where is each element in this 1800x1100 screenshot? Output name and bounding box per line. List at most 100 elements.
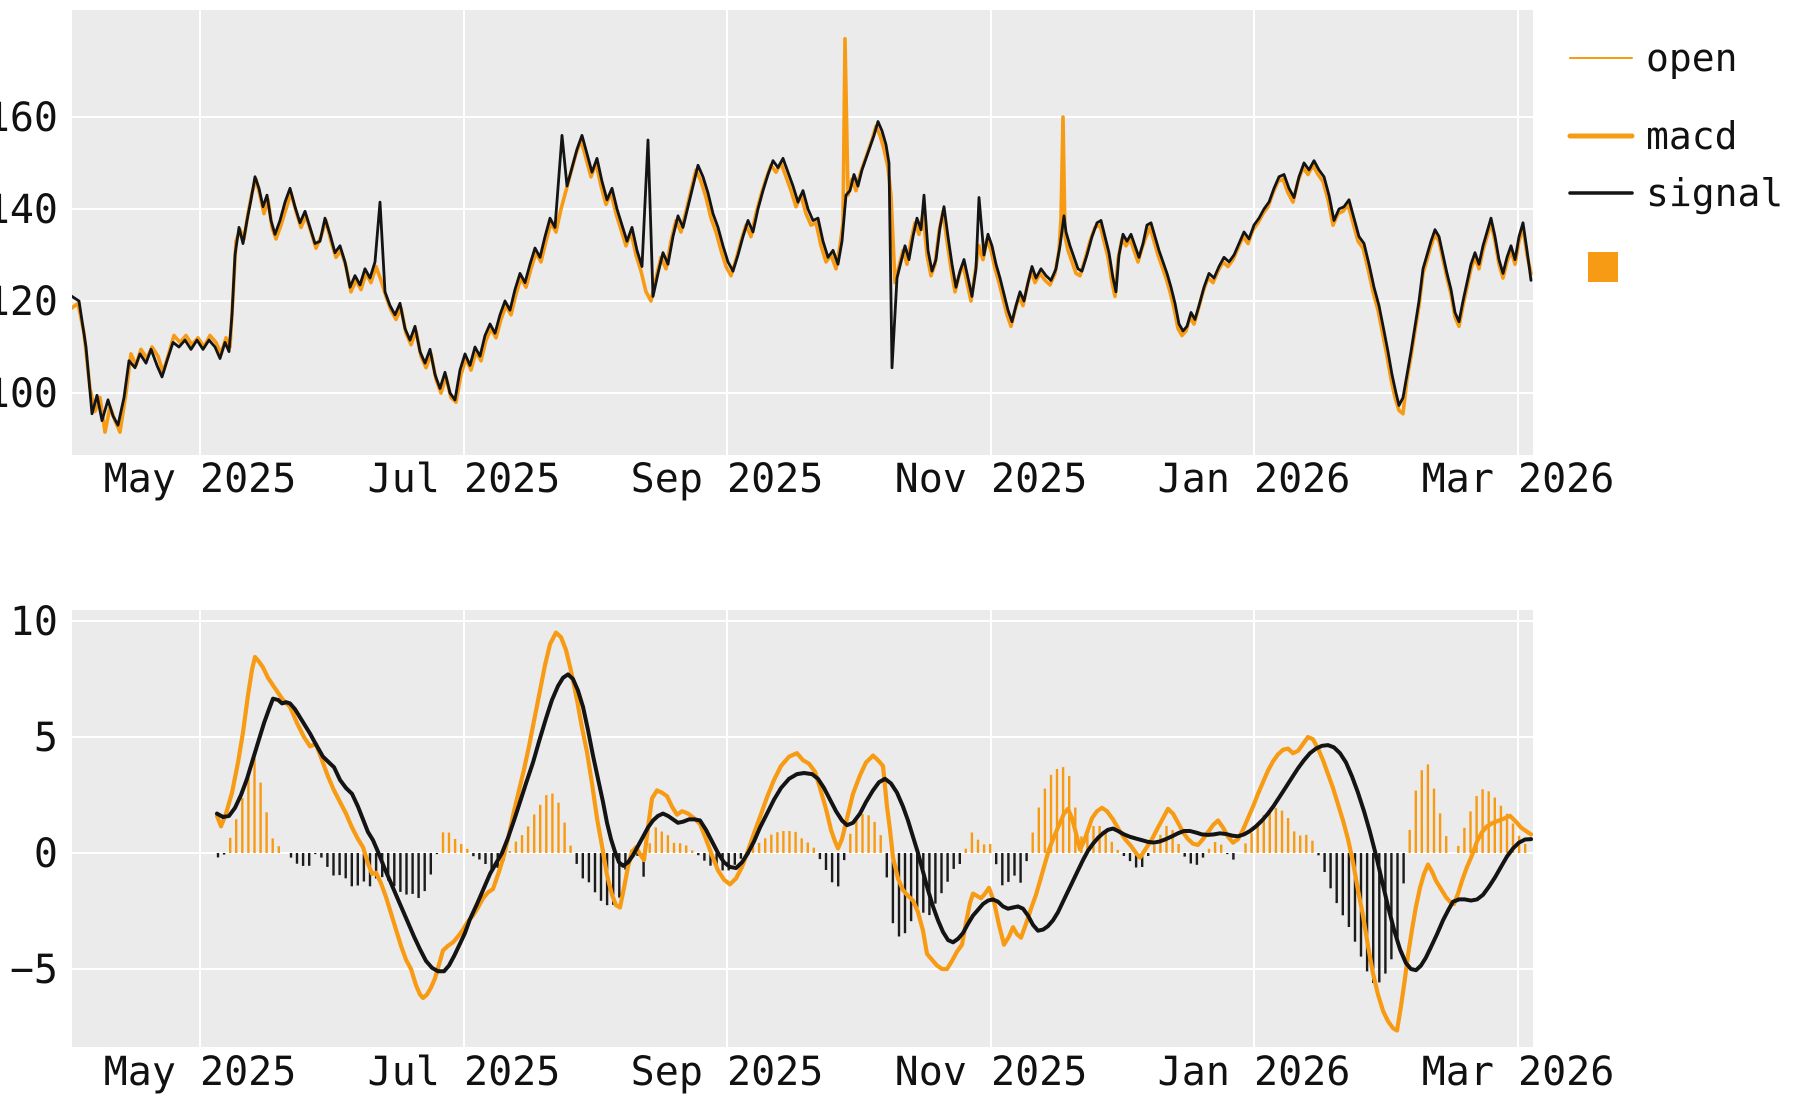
histogram-bar — [1323, 853, 1326, 872]
histogram-bar — [940, 853, 943, 894]
histogram-bar — [1378, 853, 1381, 983]
histogram-bar — [849, 833, 852, 853]
histogram-bar — [982, 844, 986, 853]
histogram-bar — [447, 832, 451, 853]
histogram-bar — [222, 853, 226, 855]
histogram-bar — [648, 843, 651, 853]
macd-line — [214, 630, 1533, 1033]
macd-series-group — [214, 630, 1533, 1033]
histogram-bar — [660, 831, 663, 853]
histogram-bar — [879, 835, 882, 853]
histogram-bar — [557, 802, 560, 853]
histogram-bar — [624, 853, 627, 870]
price-chart-panel: 100 120 140 160 May 2025 Jul 2025 Sep 2025 Nov … — [0, 10, 1614, 502]
histogram-bar — [289, 853, 293, 858]
histogram-bar — [812, 847, 815, 853]
histogram-bar — [241, 798, 244, 853]
legend-histogram-swatch — [1588, 252, 1618, 282]
histogram-bar — [672, 842, 676, 853]
histogram-bar — [1110, 841, 1113, 853]
histogram-bar — [612, 853, 615, 905]
y-tick-label: 10 — [10, 599, 58, 645]
histogram-bar — [253, 758, 256, 853]
histogram-bar — [1213, 842, 1217, 853]
histogram-bar — [1147, 853, 1150, 856]
histogram-bar — [526, 826, 530, 853]
histogram-bar — [1384, 853, 1387, 974]
histogram-bar — [533, 814, 536, 853]
histogram-bar — [539, 804, 542, 853]
histogram-bar — [1013, 853, 1016, 876]
histogram-bar — [1329, 853, 1332, 889]
histogram-bar — [514, 841, 518, 853]
histogram-bar — [964, 848, 967, 853]
histogram-bar — [1250, 833, 1253, 853]
histogram-bar — [362, 853, 366, 882]
histogram-bar — [806, 842, 809, 853]
histogram-bar — [1098, 826, 1101, 853]
histogram-bar — [1426, 764, 1430, 853]
histogram-bar — [618, 853, 621, 898]
plot-background — [72, 10, 1533, 455]
histogram-bar — [1475, 796, 1478, 853]
histogram-bar — [1353, 853, 1357, 942]
histogram-bar — [229, 837, 232, 853]
histogram-bar — [1001, 853, 1004, 886]
histogram-bar — [435, 853, 439, 855]
histogram-bar — [393, 853, 396, 887]
histogram-bar — [1335, 853, 1338, 904]
plot-background — [72, 610, 1533, 1047]
histogram-bar — [642, 853, 645, 877]
histogram-bar — [1220, 844, 1223, 853]
histogram-bar — [691, 850, 694, 853]
histogram-bar — [216, 853, 220, 858]
histogram-bar — [861, 814, 864, 853]
histogram-bar — [301, 853, 305, 866]
histogram-bar — [1055, 769, 1059, 853]
histogram-bar — [1153, 845, 1156, 853]
histogram-bar — [1262, 815, 1265, 853]
histogram-bar — [1183, 853, 1186, 857]
histogram-bar — [1432, 788, 1436, 853]
histogram-bar — [1524, 843, 1527, 853]
y-tick-label: 5 — [34, 715, 58, 761]
histogram-bar — [995, 853, 998, 865]
histogram-bar — [295, 853, 299, 864]
histogram-bar — [952, 853, 955, 869]
histogram-bar — [563, 822, 566, 853]
histogram-bar — [271, 838, 274, 853]
signal-line — [215, 672, 1533, 974]
histogram-bar — [374, 853, 378, 879]
histogram-bar — [1049, 774, 1053, 853]
histogram-bar — [1201, 853, 1205, 858]
histogram-bar — [1341, 853, 1344, 916]
histogram-bar — [1019, 853, 1022, 883]
histogram-bar — [1092, 826, 1095, 853]
histogram-bar — [970, 832, 974, 853]
x-tick-label: Jul 2025 — [368, 456, 561, 502]
histogram-bar — [1499, 805, 1503, 853]
histogram-bar — [1031, 832, 1034, 853]
histogram-bar — [356, 853, 359, 886]
x-tick-label: Mar 2026 — [1422, 1049, 1615, 1095]
histogram-bar — [453, 839, 457, 853]
histogram-bar — [1116, 849, 1119, 853]
x-tick-label: Sep 2025 — [631, 456, 824, 502]
y-tick-label: 100 — [0, 371, 58, 417]
histogram-bar — [727, 853, 730, 871]
histogram-bar — [958, 853, 961, 864]
histogram-bar — [1469, 811, 1472, 853]
histogram-bar — [1171, 830, 1174, 853]
histogram-bar — [1207, 848, 1211, 853]
histogram-bar — [782, 831, 785, 853]
histogram-bar — [423, 853, 426, 892]
histogram-bar — [776, 832, 779, 853]
histogram-bar — [308, 853, 311, 866]
histogram-bar — [344, 853, 347, 879]
histogram-bar — [666, 835, 670, 853]
histogram-bar — [1141, 853, 1144, 867]
histogram-bar — [478, 853, 481, 860]
x-tick-label: Jan 2026 — [1158, 456, 1351, 502]
